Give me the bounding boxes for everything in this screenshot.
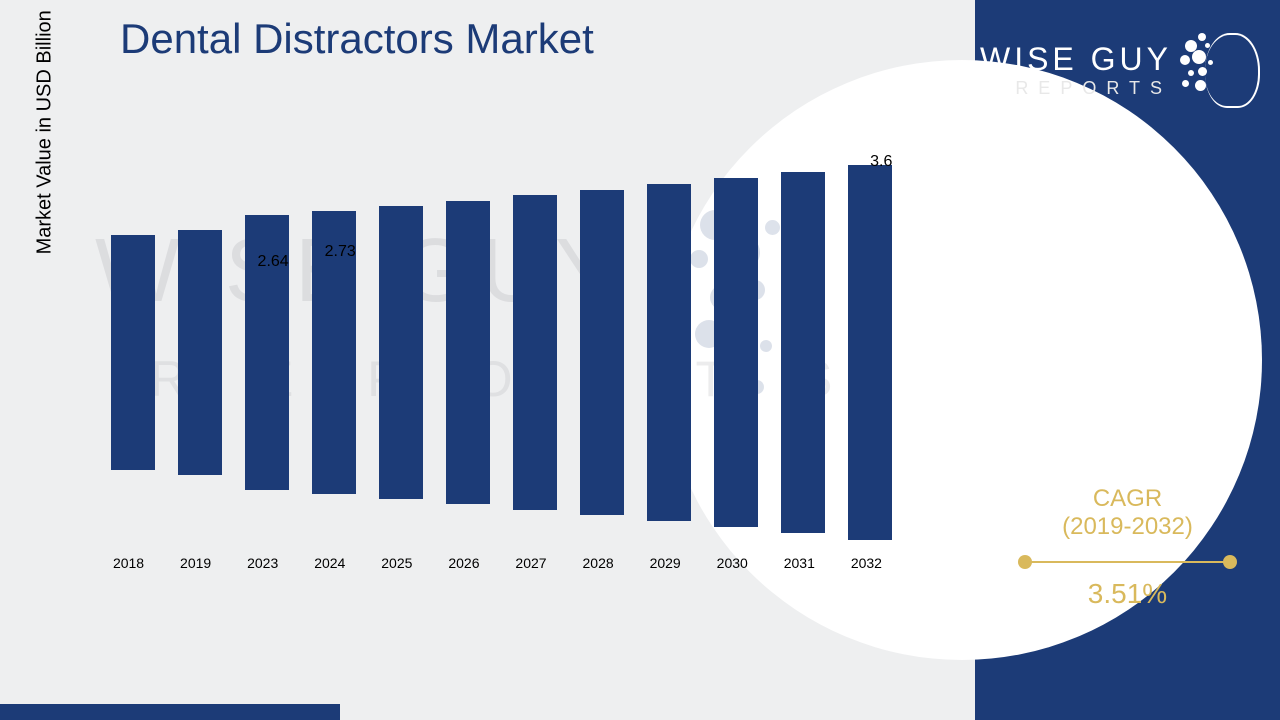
x-axis-label: 2023 [237,555,289,571]
bar [446,201,490,505]
x-axis-label: 2024 [304,555,356,571]
bar-group [706,155,758,550]
head-icon [1180,25,1260,115]
bar-value-label: 2.73 [325,243,356,261]
x-axis-label: 2025 [371,555,423,571]
bar [781,172,825,534]
bar [513,195,557,510]
cagr-divider [1025,561,1230,563]
bar-group: 3.6 [840,155,892,550]
bar [379,206,423,499]
bar-group: 2.73 [304,155,356,550]
bar [714,178,758,527]
bar-group [371,155,423,550]
bar-group: 2.64 [237,155,289,550]
cagr-value: 3.51% [1010,578,1245,610]
x-axis-label: 2029 [639,555,691,571]
infographic-container: Dental Distractors Market WISE GUY REPOR… [0,0,1280,720]
bottom-accent-bar [0,704,340,720]
x-axis-label: 2027 [505,555,557,571]
x-axis-label: 2028 [572,555,624,571]
logo-main-text: WISE GUY [980,41,1172,78]
bar [647,184,691,521]
bar-group [505,155,557,550]
brand-logo: WISE GUY REPORTS [980,25,1260,115]
x-axis-label: 2018 [103,555,155,571]
cagr-period: (2019-2032) [1010,513,1245,541]
bar-group [103,155,155,550]
bar-group [639,155,691,550]
bar-chart: Market Value in USD Billion 2.642.733.6 … [50,155,900,575]
bar [111,235,155,470]
x-axis-label: 2030 [706,555,758,571]
bars-container: 2.64 2.73 3.6 [95,155,900,550]
cagr-title: CAGR [1010,485,1245,513]
chart-title: Dental Distractors Market [120,15,594,63]
bar-value-label: 3.6 [870,153,892,171]
bar-group [170,155,222,550]
bar-value-label: 2.64 [258,253,289,271]
bar [178,230,222,474]
bar [848,165,892,539]
bar-group [572,155,624,550]
x-axis-label: 2026 [438,555,490,571]
x-axis-label: 2032 [840,555,892,571]
x-axis-labels: 2018 2019 2023 2024 2025 2026 2027 2028 2029 2030… [95,555,900,571]
cagr-box: CAGR (2019-2032) 3.51% [1010,485,1245,610]
bar-group [438,155,490,550]
bar [580,190,624,515]
x-axis-label: 2019 [170,555,222,571]
y-axis-label: Market Value in USD Billion [34,10,57,254]
x-axis-label: 2031 [773,555,825,571]
logo-text: WISE GUY REPORTS [980,41,1172,99]
logo-sub-text: REPORTS [1015,78,1172,99]
bar-group [773,155,825,550]
